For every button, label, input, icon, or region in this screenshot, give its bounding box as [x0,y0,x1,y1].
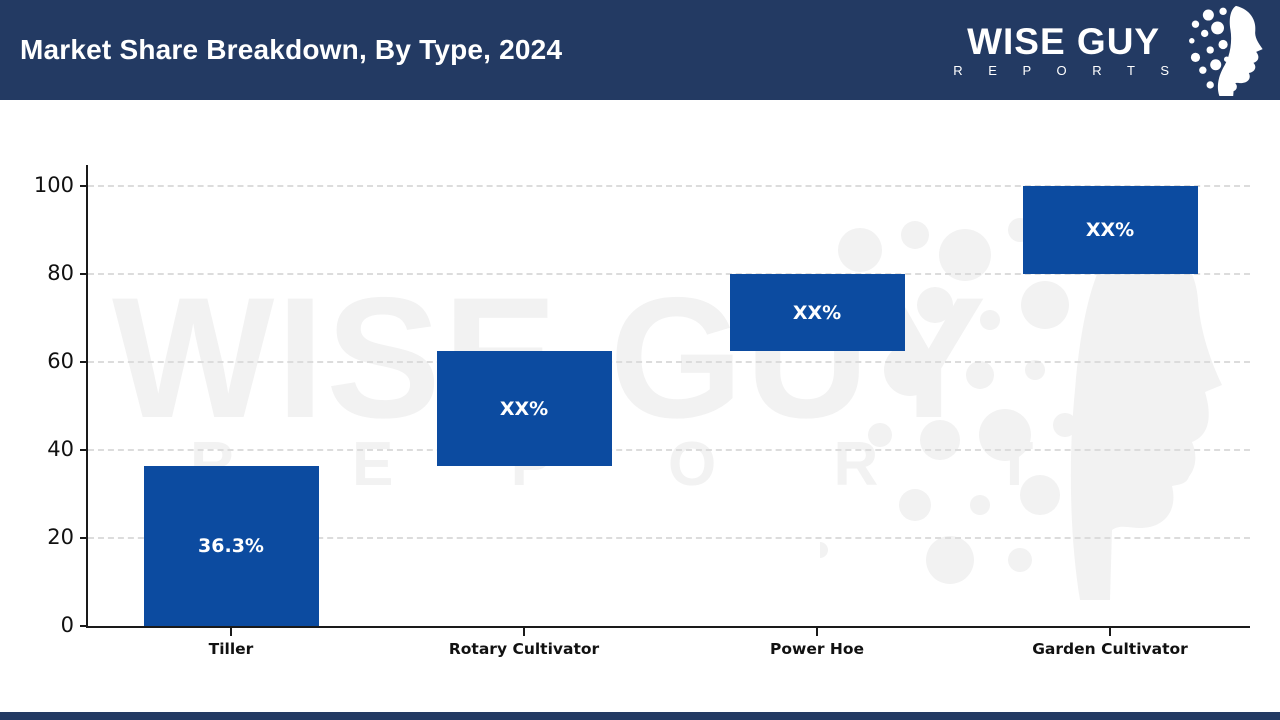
footer-bar [0,712,1280,720]
y-tick-mark [80,361,88,363]
y-tick-label: 100 [33,173,74,197]
bar-value-label: 36.3% [198,535,264,558]
bar-garden-cultivator: XX% [1022,186,1198,274]
y-tick-label: 0 [60,613,74,637]
logo-text: WISE GUY R E P O R T S [947,23,1180,78]
bar-tiller: 36.3% [143,466,319,626]
y-tick-label: 60 [47,349,74,373]
y-tick-label: 40 [47,437,74,461]
gridline-y20 [88,537,1250,539]
x-tick-mark [816,628,818,636]
logo-wordmark: WISE GUY [967,20,1161,62]
bar-rotary-cultivator: XX% [436,351,612,467]
x-tick-mark [523,628,525,636]
x-tick-mark [230,628,232,636]
bar-value-label: XX% [792,301,842,324]
x-tick-mark [1109,628,1111,636]
wise-guy-logo: WISE GUY R E P O R T S [947,4,1266,96]
gridline-y60 [88,361,1250,363]
x-axis-line [86,626,1250,628]
bar-power-hoe: XX% [729,274,905,351]
bar-value-label: XX% [1085,219,1135,241]
category-label: Power Hoe [769,640,864,658]
y-tick-label: 80 [47,261,74,285]
y-tick-mark [80,625,88,627]
gridline-y40 [88,449,1250,451]
header-bar: Market Share Breakdown, By Type, 2024 WI… [0,0,1280,100]
category-label: Garden Cultivator [1032,640,1188,658]
bar-value-label: XX% [499,397,549,420]
y-tick-mark [80,185,88,187]
gridline-y100 [88,185,1250,187]
category-label: Rotary Cultivator [448,640,600,658]
plot-area: 0 20 40 60 80 100 36.3% Tiller XX% Rotary Cultiva… [0,100,1280,712]
y-tick-mark [80,449,88,451]
y-tick-label: 20 [47,525,74,549]
y-tick-mark [80,537,88,539]
logo-subtitle: R E P O R T S [953,62,1180,78]
y-axis-line [86,165,88,628]
gridline-y80 [88,273,1250,275]
y-tick-mark [80,273,88,275]
category-label: Tiller [208,640,254,658]
logo-head-icon [1189,5,1263,96]
chart-title: Market Share Breakdown, By Type, 2024 [20,34,563,65]
